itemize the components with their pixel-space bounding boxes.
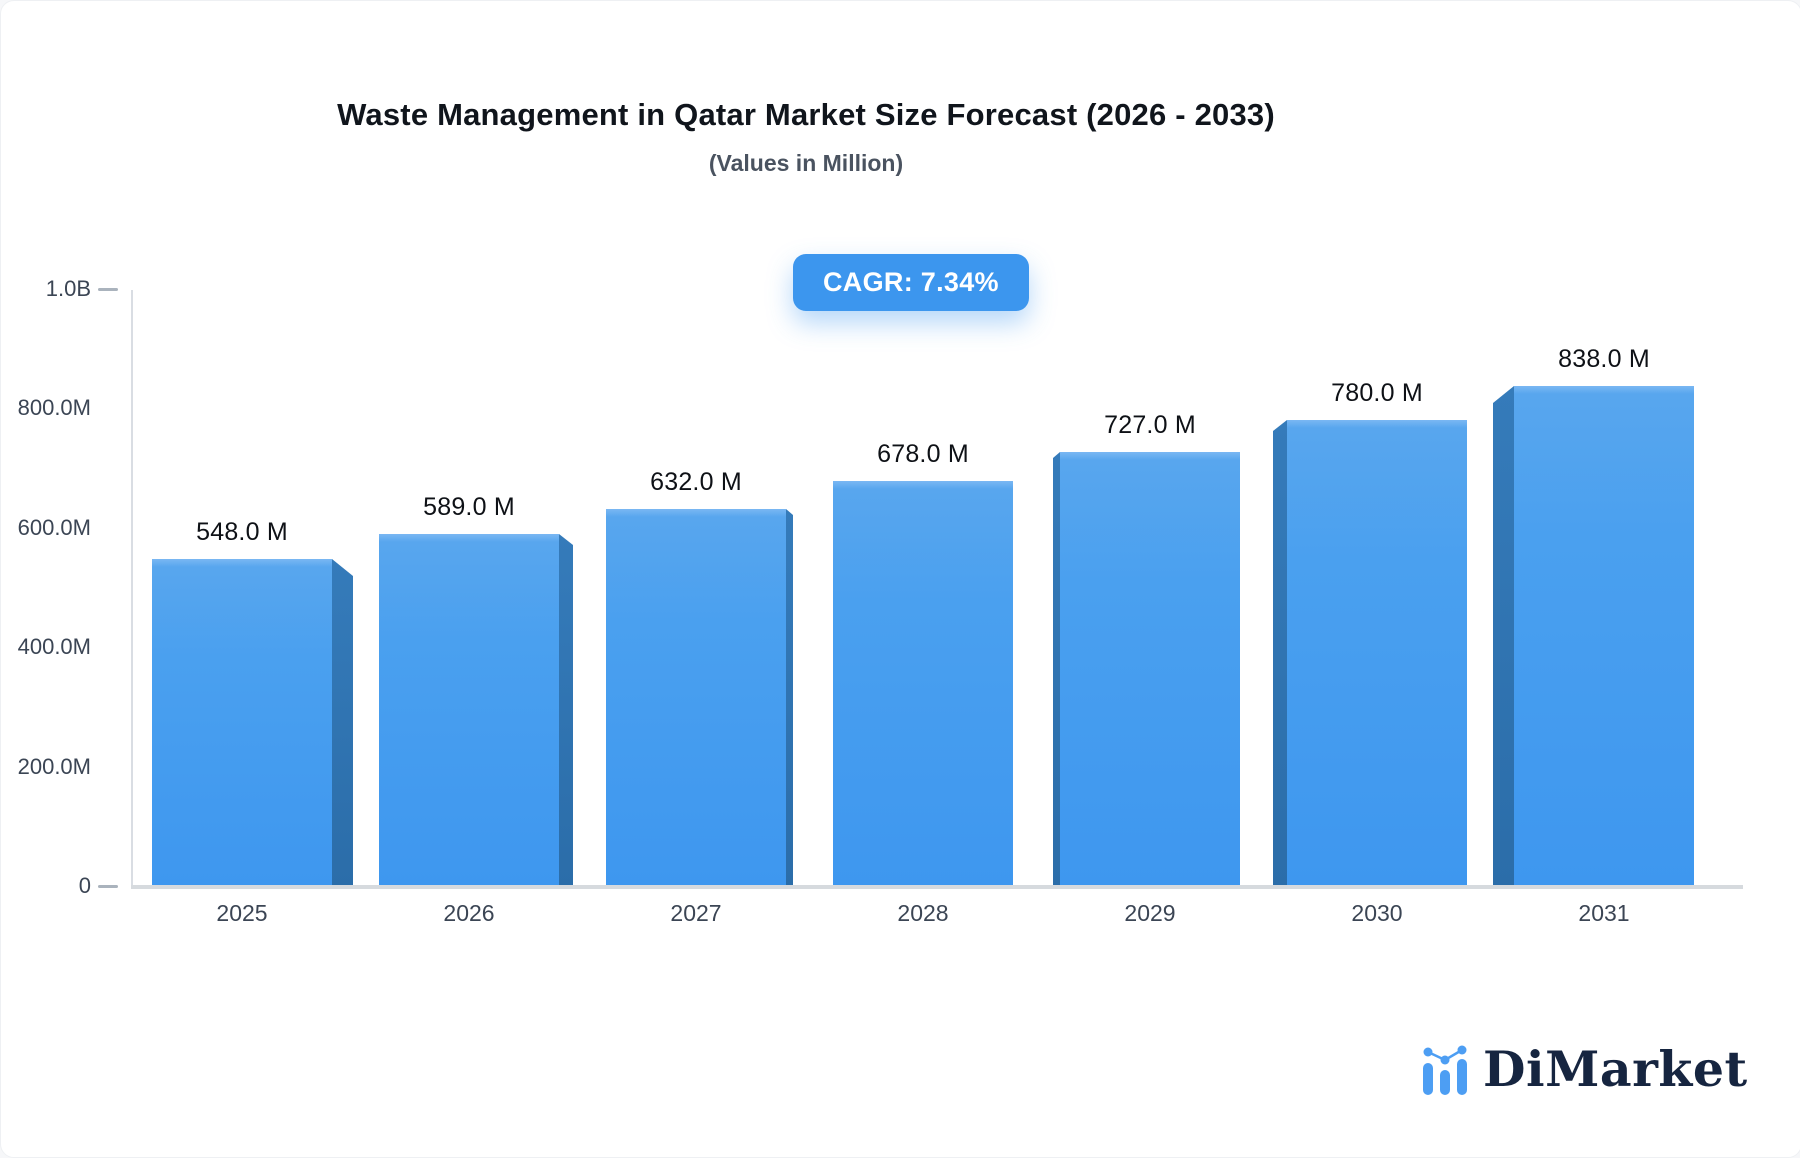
y-axis-label: 1.0B: [45, 276, 91, 301]
bar-2028[interactable]: [833, 481, 1013, 887]
x-axis-label: 2028: [897, 900, 949, 926]
bar-2030[interactable]: [1287, 420, 1467, 887]
x-axis-label: 2029: [1124, 900, 1176, 926]
y-axis-label: 0: [78, 873, 91, 898]
x-axis-label: 2025: [216, 900, 268, 926]
bar-2025[interactable]: [152, 559, 332, 887]
bar-side: [1053, 452, 1060, 887]
brand-logo-text: DiMarket: [1483, 1040, 1748, 1098]
bar-value-label: 780.0 M: [1331, 379, 1423, 407]
y-axis-label: 400.0M: [17, 634, 91, 660]
y-axis-label: 800.0M: [17, 395, 91, 421]
bar-value-label: 727.0 M: [1104, 411, 1196, 439]
bar-value-label: 589.0 M: [423, 493, 515, 521]
x-axis-label: 2027: [670, 900, 722, 926]
y-axis-line: [131, 290, 133, 888]
x-axis-line: [131, 885, 1743, 889]
y-axis-label: 600.0M: [17, 514, 91, 540]
chart-title: Waste Management in Qatar Market Size Fo…: [337, 97, 1275, 132]
chart-subtitle: (Values in Million): [708, 150, 904, 176]
bar-2029[interactable]: [1060, 452, 1240, 887]
bar-side: [1273, 420, 1287, 887]
bar-chart-logo-icon: [1423, 1045, 1467, 1095]
bar-2027[interactable]: [606, 509, 786, 887]
bar-value-label: 548.0 M: [196, 518, 288, 546]
bar-value-label: 838.0 M: [1558, 345, 1650, 373]
bar-side: [786, 509, 793, 887]
y-axis-tick: [98, 885, 118, 888]
brand-logo: DiMarket: [1421, 1041, 1748, 1095]
x-axis-label: 2031: [1578, 900, 1630, 926]
bar-2031[interactable]: [1514, 386, 1694, 887]
x-axis-label: 2026: [443, 900, 495, 926]
cagr-badge: CAGR: 7.34%: [793, 254, 1029, 311]
bar-value-label: 632.0 M: [650, 468, 742, 496]
y-axis-label: 200.0M: [17, 753, 91, 779]
bar-side: [559, 534, 573, 887]
bar-side: [332, 559, 353, 887]
bar-2026[interactable]: [379, 534, 559, 887]
y-axis-tick: [98, 288, 118, 291]
x-axis-label: 2030: [1351, 900, 1403, 926]
bar-side: [1493, 386, 1514, 887]
bar-value-label: 678.0 M: [877, 440, 969, 468]
